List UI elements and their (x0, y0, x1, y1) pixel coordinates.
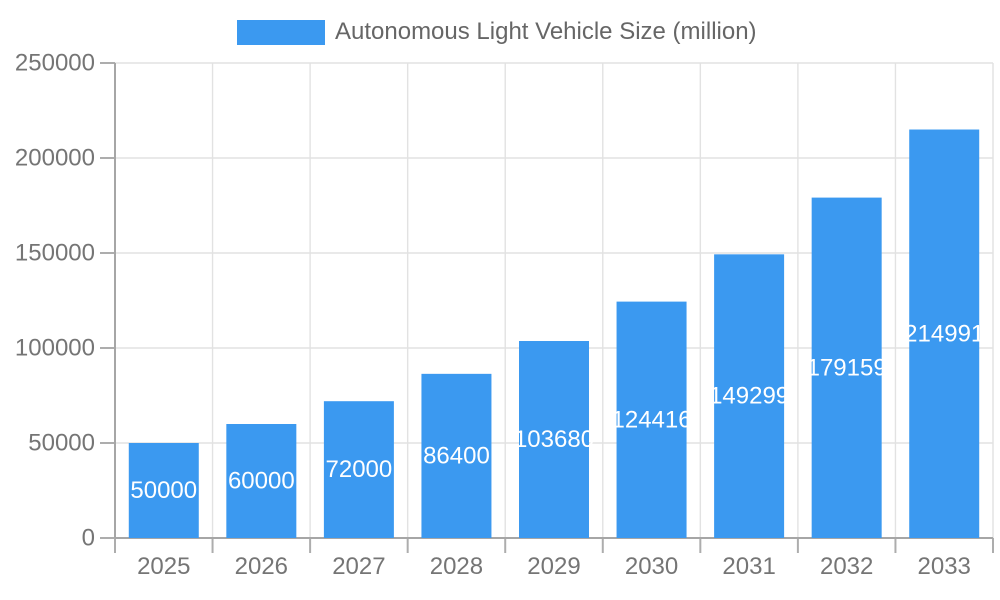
bar-2029[interactable] (519, 341, 589, 538)
bar-2030[interactable] (616, 301, 687, 538)
legend-label: Autonomous Light Vehicle Size (million) (335, 18, 757, 45)
bar-value-label: 72000 (326, 456, 393, 483)
bar-value-label: 86400 (423, 442, 490, 469)
x-tick-label: 2032 (820, 553, 873, 580)
bar-2027[interactable] (323, 401, 394, 538)
x-tick-label: 2030 (625, 553, 678, 580)
x-tick-label: 2027 (332, 553, 385, 580)
bar-value-label: 103680 (514, 426, 594, 453)
bar-2031[interactable] (714, 254, 785, 538)
y-tick-label: 200000 (15, 145, 95, 172)
bar-2025[interactable] (128, 443, 199, 538)
x-tick-label: 2028 (430, 553, 483, 580)
y-tick-label: 150000 (15, 240, 95, 267)
bar-value-label: 149299 (709, 383, 789, 410)
bar-2028[interactable] (421, 373, 492, 538)
bar-value-label: 50000 (130, 477, 197, 504)
x-tick-label: 2025 (137, 553, 190, 580)
x-tick-label: 2026 (235, 553, 288, 580)
y-tick-label: 250000 (15, 50, 95, 77)
legend[interactable]: Autonomous Light Vehicle Size (million) (237, 18, 757, 46)
x-tick-label: 2031 (722, 553, 775, 580)
bar-2032[interactable] (811, 197, 882, 538)
bar-value-label: 60000 (228, 468, 295, 495)
bar-2033[interactable] (909, 129, 980, 539)
bar-value-label: 214991 (904, 320, 984, 347)
bar-2026[interactable] (226, 424, 297, 538)
y-tick-label: 50000 (28, 430, 95, 457)
x-tick-label: 2029 (527, 553, 580, 580)
bar-value-label: 179159 (807, 354, 887, 381)
bar-value-label: 124416 (612, 406, 692, 433)
y-tick-label: 0 (82, 525, 95, 552)
legend-swatch (237, 19, 325, 45)
x-tick-label: 2033 (918, 553, 971, 580)
y-tick-label: 100000 (15, 335, 95, 362)
